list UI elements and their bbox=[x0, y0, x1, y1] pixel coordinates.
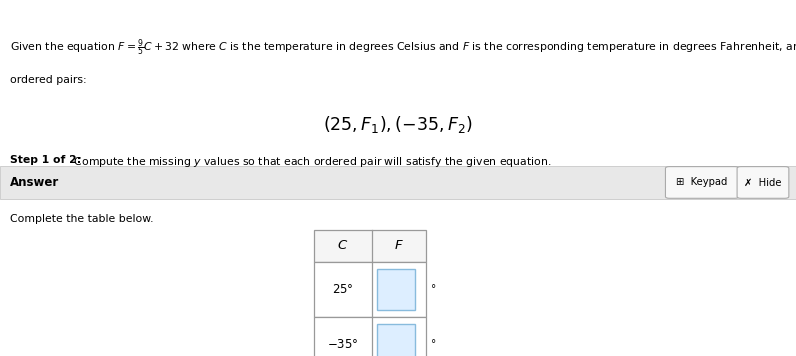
Text: ordered pairs:: ordered pairs: bbox=[10, 75, 86, 85]
Text: °: ° bbox=[431, 339, 437, 350]
Text: Answer: Answer bbox=[10, 176, 59, 189]
Text: °: ° bbox=[431, 284, 437, 294]
Text: $C$: $C$ bbox=[338, 239, 349, 252]
Text: $25°$: $25°$ bbox=[332, 283, 354, 296]
Text: Given the equation $F = \frac{9}{5}C + 32$ where $C$ is the temperature in degre: Given the equation $F = \frac{9}{5}C + 3… bbox=[10, 37, 796, 59]
Bar bbox=[314, 317, 426, 356]
Text: $F$: $F$ bbox=[394, 239, 404, 252]
Text: $-35°$: $-35°$ bbox=[327, 338, 359, 351]
Bar bbox=[314, 262, 426, 317]
Bar bbox=[0, 166, 796, 199]
Text: ⊞  Keypad: ⊞ Keypad bbox=[677, 177, 728, 188]
FancyBboxPatch shape bbox=[737, 167, 789, 198]
Text: Compute the missing $y$ values so that each ordered pair will satisfy the given : Compute the missing $y$ values so that e… bbox=[67, 155, 551, 169]
Text: $\left(25, F_1\right), \left(-35, F_2\right)$: $\left(25, F_1\right), \left(-35, F_2\ri… bbox=[323, 114, 473, 135]
FancyBboxPatch shape bbox=[665, 167, 739, 198]
Bar bbox=[377, 269, 415, 310]
Text: ✗  Hide: ✗ Hide bbox=[744, 177, 782, 188]
Text: Step 1 of 2:: Step 1 of 2: bbox=[10, 155, 81, 165]
Bar bbox=[377, 324, 415, 356]
Text: Complete the table below.: Complete the table below. bbox=[10, 214, 153, 224]
Bar bbox=[314, 230, 426, 262]
